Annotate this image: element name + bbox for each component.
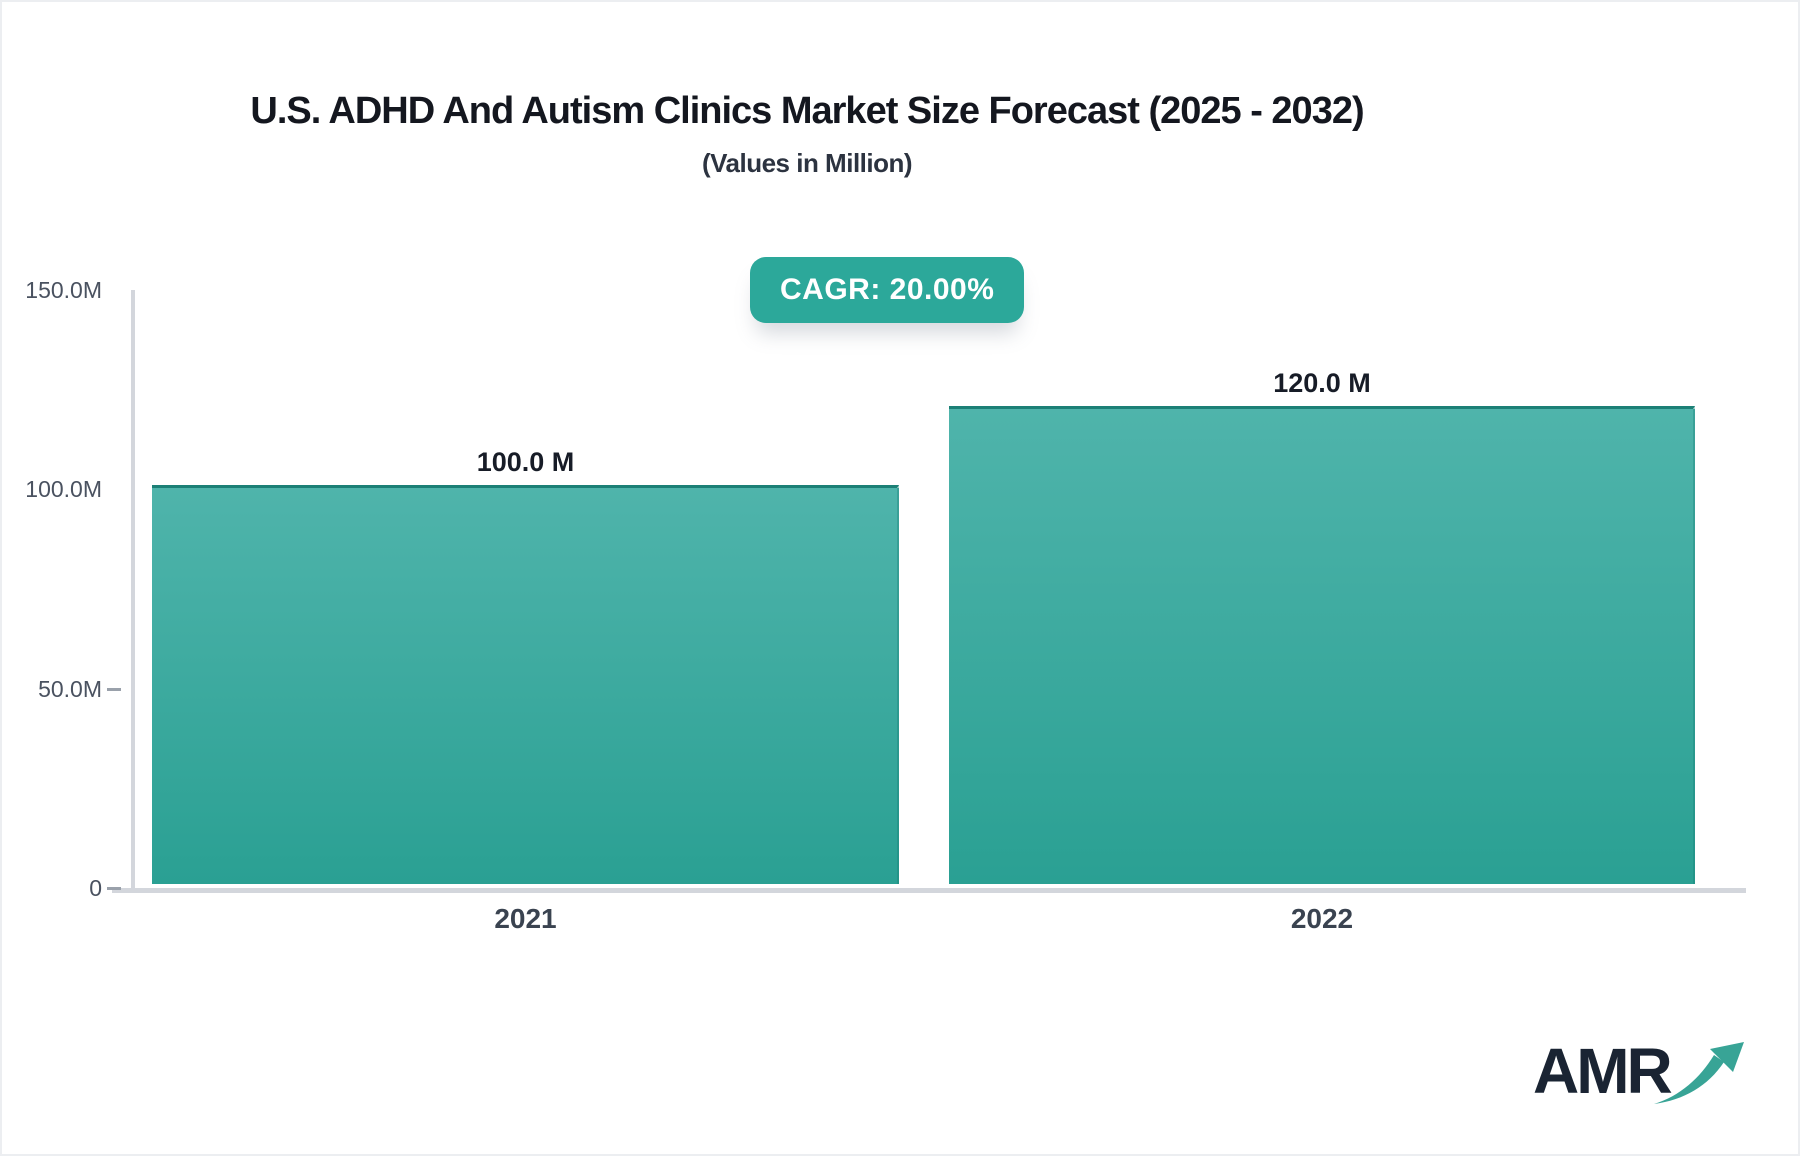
trend-up-arrow-icon <box>1653 1042 1744 1104</box>
bar-2021[interactable] <box>152 485 899 884</box>
bar-value-label: 120.0 M <box>1273 367 1371 398</box>
amr-logo-text: AMR <box>1533 1035 1673 1107</box>
cagr-badge: CAGR: 20.00% <box>750 257 1025 323</box>
y-axis-tick-label: 50.0M <box>38 675 102 702</box>
page-title: U.S. ADHD And Autism Clinics Market Size… <box>250 90 1364 132</box>
x-axis-category-label: 2021 <box>494 903 557 934</box>
y-axis-tick-label: 0 <box>89 875 102 901</box>
y-axis-tick-mark <box>107 687 121 691</box>
x-axis-category-label: 2022 <box>1290 903 1354 934</box>
bar-value-label: 100.0 M <box>476 447 575 478</box>
chart-subtitle: (Values in Million) <box>701 148 913 178</box>
y-axis-tick-label: 100.0M <box>25 476 102 503</box>
x-axis-line <box>112 888 1746 893</box>
bar-2022[interactable] <box>949 406 1695 884</box>
amr-logo: AMR <box>1533 1038 1746 1106</box>
y-axis-tick-label: 150.0M <box>25 277 102 303</box>
y-axis-line <box>131 290 135 890</box>
y-axis-tick-mark <box>107 887 121 890</box>
